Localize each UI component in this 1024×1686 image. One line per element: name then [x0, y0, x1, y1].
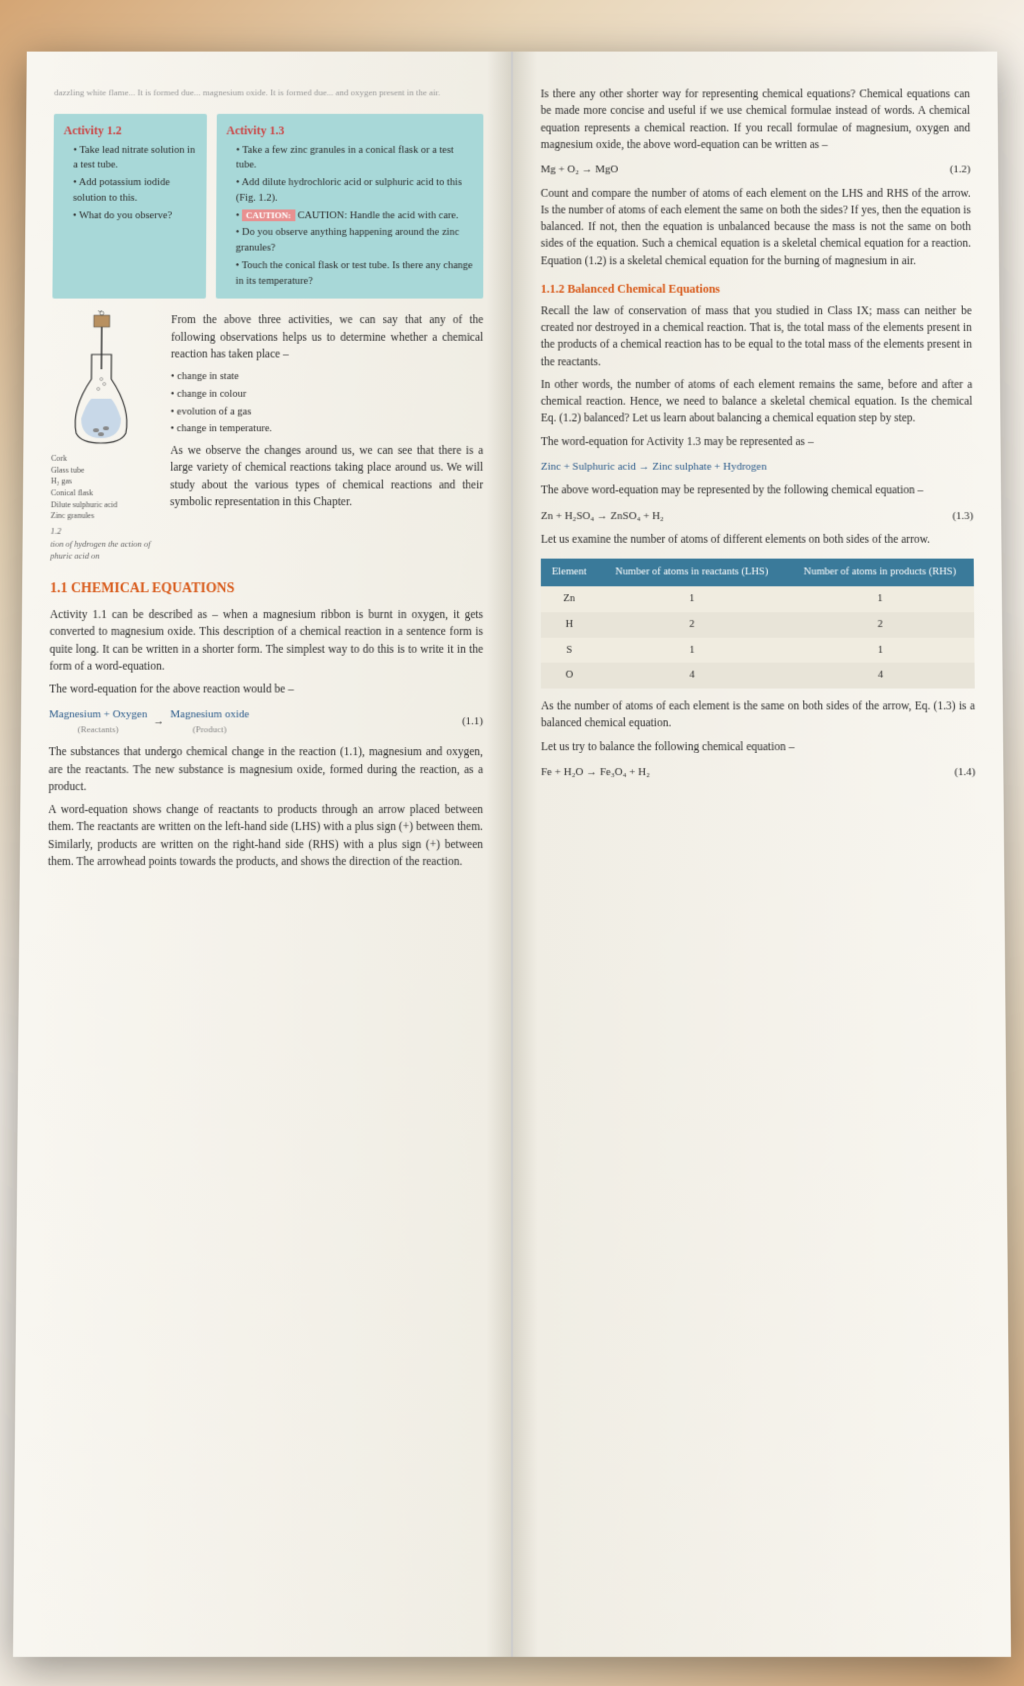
equation-1-1: Magnesium + Oxygen (Reactants) → Magnesi… [49, 707, 483, 737]
table-header: Element [541, 559, 598, 586]
table-row: Zn11 [541, 586, 974, 612]
fig-label: H₂ gas [51, 477, 160, 486]
table-header: Number of atoms in products (RHS) [786, 559, 974, 586]
eq-text: Fe + H₂O → Fe₃O₄ + H₂ [541, 764, 650, 780]
fig-label: Glass tube [51, 466, 160, 475]
paragraph: Count and compare the number of atoms of… [541, 186, 972, 270]
eq-number: (1.4) [954, 764, 975, 780]
caution-badge: CAUTION: [242, 209, 295, 221]
paragraph: Let us examine the number of atoms of di… [541, 532, 974, 549]
paragraph: The above word-equation may be represent… [541, 483, 973, 500]
activity-list: Take lead nitrate solution in a test tub… [63, 143, 197, 224]
paragraph: The word-equation for the above reaction… [49, 682, 483, 699]
activity-title: Activity 1.3 [226, 121, 473, 139]
paragraph: Is there any other shorter way for repre… [541, 87, 971, 154]
list-item: CAUTION: CAUTION: Handle the acid with c… [236, 208, 474, 223]
fig-label: Zinc granules [51, 511, 160, 520]
fig-label: Cork [51, 454, 160, 463]
left-page: dazzling white flame... It is formed due… [13, 52, 513, 1657]
paragraph: Recall the law of conservation of mass t… [541, 303, 972, 371]
section-1-1-2-title: 1.1.2 Balanced Chemical Equations [541, 280, 972, 298]
table-row: S11 [541, 637, 975, 663]
paragraph: Let us try to balance the following chem… [541, 739, 975, 756]
eq-number: (1.2) [950, 162, 971, 178]
eq-number: (1.1) [462, 713, 483, 729]
top-fragment: dazzling white flame... It is formed due… [54, 87, 483, 100]
table-header-row: Element Number of atoms in reactants (LH… [541, 559, 974, 586]
list-item: Add potassium iodide solution to this. [73, 175, 197, 206]
list-item: What do you observe? [73, 208, 196, 223]
eq-number: (1.3) [952, 508, 973, 524]
paragraph: A word-equation shows change of reactant… [48, 802, 483, 871]
eq-rhs: Magnesium oxide [170, 709, 249, 721]
eq-text: Mg + O₂ → MgO [541, 162, 619, 178]
eq-lhs: Magnesium + Oxygen [49, 709, 147, 721]
equation-1-2: Mg + O₂ → MgO (1.2) [541, 162, 971, 178]
eq-rhs-label: (Product) [170, 723, 249, 736]
fig-caption: 1.2tion of hydrogen the action of phuric… [50, 525, 160, 563]
list-item: Add dilute hydrochloric acid or sulphuri… [236, 175, 474, 206]
list-item: Take lead nitrate solution in a test tub… [73, 143, 196, 174]
eq-lhs-label: (Reactants) [49, 723, 147, 736]
paragraph: Activity 1.1 can be described as – when … [49, 607, 483, 675]
list-item: Do you observe anything happening around… [236, 225, 474, 256]
paragraph: As the number of atoms of each element i… [541, 698, 975, 732]
flask-diagram-icon [51, 311, 151, 449]
paragraph: The substances that undergo chemical cha… [48, 745, 483, 797]
list-item: Take a few zinc granules in a conical fl… [236, 143, 473, 174]
activity-1-3: Activity 1.3 Take a few zinc granules in… [216, 113, 484, 298]
activity-list: Take a few zinc granules in a conical fl… [226, 143, 474, 289]
equation-1-4: Fe + H₂O → Fe₃O₄ + H₂ (1.4) [541, 764, 976, 780]
list-item: Touch the conical flask or test tube. Is… [235, 258, 473, 289]
table-row: H22 [541, 612, 974, 638]
table-header: Number of atoms in reactants (LHS) [597, 559, 786, 586]
activity-1-2: Activity 1.2 Take lead nitrate solution … [52, 113, 206, 298]
right-page: Is there any other shorter way for repre… [513, 52, 1011, 1657]
figure-1-2: Cork Glass tube H₂ gas Conical flask Dil… [50, 311, 161, 563]
fig-label: Conical flask [51, 488, 160, 497]
book-spread: dazzling white flame... It is formed due… [13, 52, 1011, 1657]
atom-count-table: Element Number of atoms in reactants (LH… [541, 559, 975, 689]
equation-1-3: Zn + H₂SO₄ → ZnSO₄ + H₂ (1.3) [541, 508, 974, 524]
paragraph: The word-equation for Activity 1.3 may b… [541, 434, 973, 451]
fig-label: Dilute sulphuric acid [51, 500, 160, 509]
table-row: O44 [541, 663, 975, 689]
section-1-1-title: 1.1 CHEMICAL EQUATIONS [50, 578, 483, 599]
arrow-icon: → [153, 713, 164, 729]
eq-text: Zn + H₂SO₄ → ZnSO₄ + H₂ [541, 508, 664, 524]
activity-title: Activity 1.2 [64, 121, 197, 139]
word-equation: Zinc + Sulphuric acid → Zinc sulphate + … [541, 459, 973, 475]
paragraph: In other words, the number of atoms of e… [541, 377, 973, 428]
